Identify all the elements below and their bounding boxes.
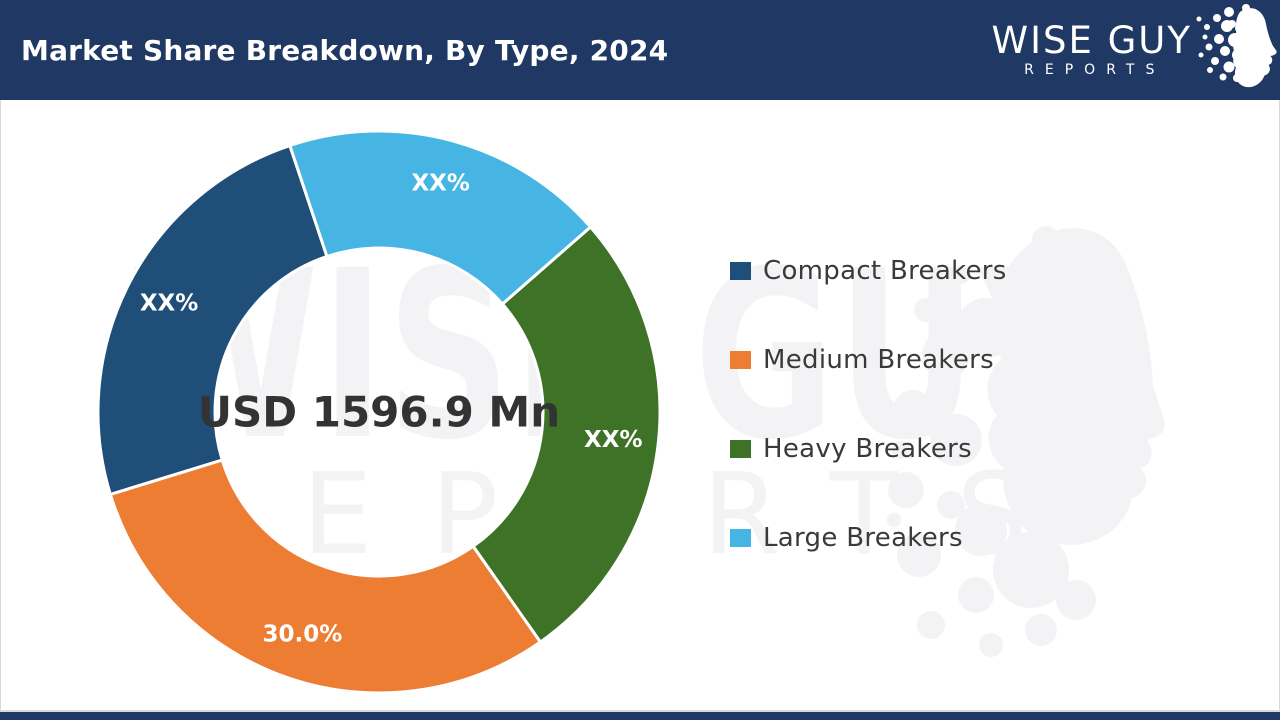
chart-center-value: USD 1596.9 Mn	[197, 387, 561, 437]
legend-swatch-compact	[730, 262, 751, 280]
legend-label: Compact Breakers	[763, 256, 1007, 286]
legend-swatch-heavy	[730, 440, 751, 458]
legend: Compact Breakers Medium Breakers Heavy B…	[730, 256, 1007, 553]
chart-area: WISE GUY REPORTS XX%30.0%XX%XX%	[0, 100, 1280, 710]
slice-label-0: XX%	[140, 291, 199, 317]
legend-item-heavy-breakers[interactable]: Heavy Breakers	[730, 434, 1007, 464]
header: Market Share Breakdown, By Type, 2024 WI…	[0, 0, 1280, 100]
donut-chart: XX% 30.0% XX% XX%	[96, 129, 662, 695]
donut-segment-0[interactable]	[96, 144, 329, 496]
logo-subtitle: REPORTS	[1024, 62, 1166, 79]
legend-item-large-breakers[interactable]: Large Breakers	[730, 523, 1007, 553]
logo-wordmark: WISE GUY	[991, 18, 1192, 62]
page-title: Market Share Breakdown, By Type, 2024	[21, 33, 669, 67]
legend-item-medium-breakers[interactable]: Medium Breakers	[730, 345, 1007, 375]
legend-label: Heavy Breakers	[763, 434, 972, 464]
donut-segment-1[interactable]	[108, 458, 542, 695]
wise-guy-logo: WISE GUY REPORTS	[992, 0, 1192, 100]
slice-label-3: XX%	[411, 171, 470, 197]
legend-item-compact-breakers[interactable]: Compact Breakers	[730, 256, 1007, 286]
legend-swatch-medium	[730, 351, 751, 369]
footer-bar	[0, 712, 1280, 720]
legend-swatch-large	[730, 529, 751, 547]
legend-label: Large Breakers	[763, 523, 963, 553]
donut-segment-2[interactable]	[471, 225, 662, 644]
slice-label-1: 30.0%	[263, 622, 343, 648]
wise-guy-face-icon	[1196, 4, 1277, 88]
legend-label: Medium Breakers	[763, 345, 994, 375]
slice-label-2: XX%	[584, 427, 643, 453]
footer-divider	[0, 710, 1280, 712]
donut-segment-3[interactable]	[288, 129, 592, 306]
